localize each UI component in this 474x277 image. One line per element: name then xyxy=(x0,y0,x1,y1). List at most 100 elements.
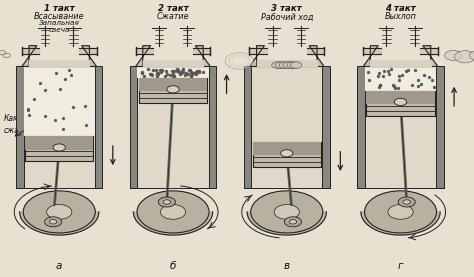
Text: 3 такт: 3 такт xyxy=(272,4,302,13)
Point xyxy=(425,74,433,79)
Point xyxy=(428,77,436,82)
Point xyxy=(404,68,412,72)
Circle shape xyxy=(0,50,6,55)
Point xyxy=(175,68,182,72)
Point xyxy=(163,71,171,76)
Circle shape xyxy=(160,204,186,219)
Bar xyxy=(253,142,321,167)
Point xyxy=(52,118,59,122)
Point xyxy=(82,104,89,108)
Bar xyxy=(24,66,95,188)
Point xyxy=(154,71,162,75)
Point xyxy=(148,72,155,77)
Point xyxy=(178,70,185,75)
Bar xyxy=(366,91,435,116)
Polygon shape xyxy=(370,60,431,66)
Polygon shape xyxy=(249,46,324,66)
Point xyxy=(26,112,33,117)
Point xyxy=(190,71,197,76)
Bar xyxy=(25,136,93,161)
Point xyxy=(195,69,203,74)
Point xyxy=(82,122,89,127)
Point xyxy=(188,71,195,76)
Circle shape xyxy=(403,200,410,204)
Circle shape xyxy=(272,62,283,68)
Point xyxy=(146,71,154,76)
Text: г: г xyxy=(398,261,403,271)
Point xyxy=(188,71,196,76)
Point xyxy=(167,73,174,78)
Point xyxy=(42,114,49,118)
Bar xyxy=(137,66,209,188)
Polygon shape xyxy=(361,212,440,235)
Point xyxy=(394,86,402,91)
Circle shape xyxy=(283,62,294,68)
Circle shape xyxy=(398,197,415,207)
Bar xyxy=(244,66,251,188)
Point xyxy=(411,68,419,72)
Point xyxy=(152,68,159,72)
Circle shape xyxy=(275,62,287,68)
Point xyxy=(24,108,31,112)
Circle shape xyxy=(287,62,298,68)
Circle shape xyxy=(251,191,323,233)
Bar xyxy=(357,66,365,188)
Point xyxy=(392,86,399,90)
Circle shape xyxy=(279,62,291,68)
Circle shape xyxy=(232,57,246,65)
Point xyxy=(187,74,195,78)
Point xyxy=(67,73,75,77)
Bar xyxy=(25,136,93,150)
Bar xyxy=(322,66,330,188)
Point xyxy=(173,67,181,71)
Point xyxy=(184,71,191,76)
Text: в: в xyxy=(284,261,290,271)
Circle shape xyxy=(23,191,95,233)
Point xyxy=(154,73,161,78)
Point xyxy=(156,67,164,72)
Text: Запальная: Запальная xyxy=(39,20,80,26)
Point xyxy=(376,83,383,88)
Circle shape xyxy=(229,55,250,67)
Text: Камера
сжатия: Камера сжатия xyxy=(4,114,34,135)
Bar xyxy=(139,78,207,103)
Point xyxy=(161,74,169,79)
Circle shape xyxy=(284,217,301,227)
Point xyxy=(193,69,201,73)
Text: 2 такт: 2 такт xyxy=(158,4,188,13)
Bar xyxy=(251,66,322,188)
Circle shape xyxy=(455,51,474,63)
Point xyxy=(187,70,195,74)
Circle shape xyxy=(289,220,297,224)
Point xyxy=(41,88,48,93)
Circle shape xyxy=(388,204,413,219)
Bar xyxy=(253,142,321,155)
Point xyxy=(185,68,192,72)
Point xyxy=(375,71,383,75)
Polygon shape xyxy=(420,48,438,54)
Polygon shape xyxy=(22,46,97,66)
Point xyxy=(395,78,402,82)
Circle shape xyxy=(3,53,10,58)
Circle shape xyxy=(46,204,72,219)
Point xyxy=(144,67,151,71)
Bar xyxy=(139,78,207,91)
Point xyxy=(192,70,200,75)
Bar xyxy=(16,66,24,188)
Circle shape xyxy=(163,200,171,204)
Text: свеча: свеча xyxy=(48,27,70,33)
Point xyxy=(169,74,176,79)
Bar xyxy=(130,66,137,188)
Point xyxy=(171,69,178,73)
Circle shape xyxy=(274,204,300,219)
Point xyxy=(154,72,162,77)
Point xyxy=(157,70,165,74)
Text: б: б xyxy=(170,261,176,271)
Point xyxy=(59,127,67,131)
Point xyxy=(188,74,195,78)
Point xyxy=(179,67,187,71)
Point xyxy=(196,69,203,74)
Point xyxy=(175,70,182,74)
Point xyxy=(178,69,185,73)
Point xyxy=(414,78,421,83)
